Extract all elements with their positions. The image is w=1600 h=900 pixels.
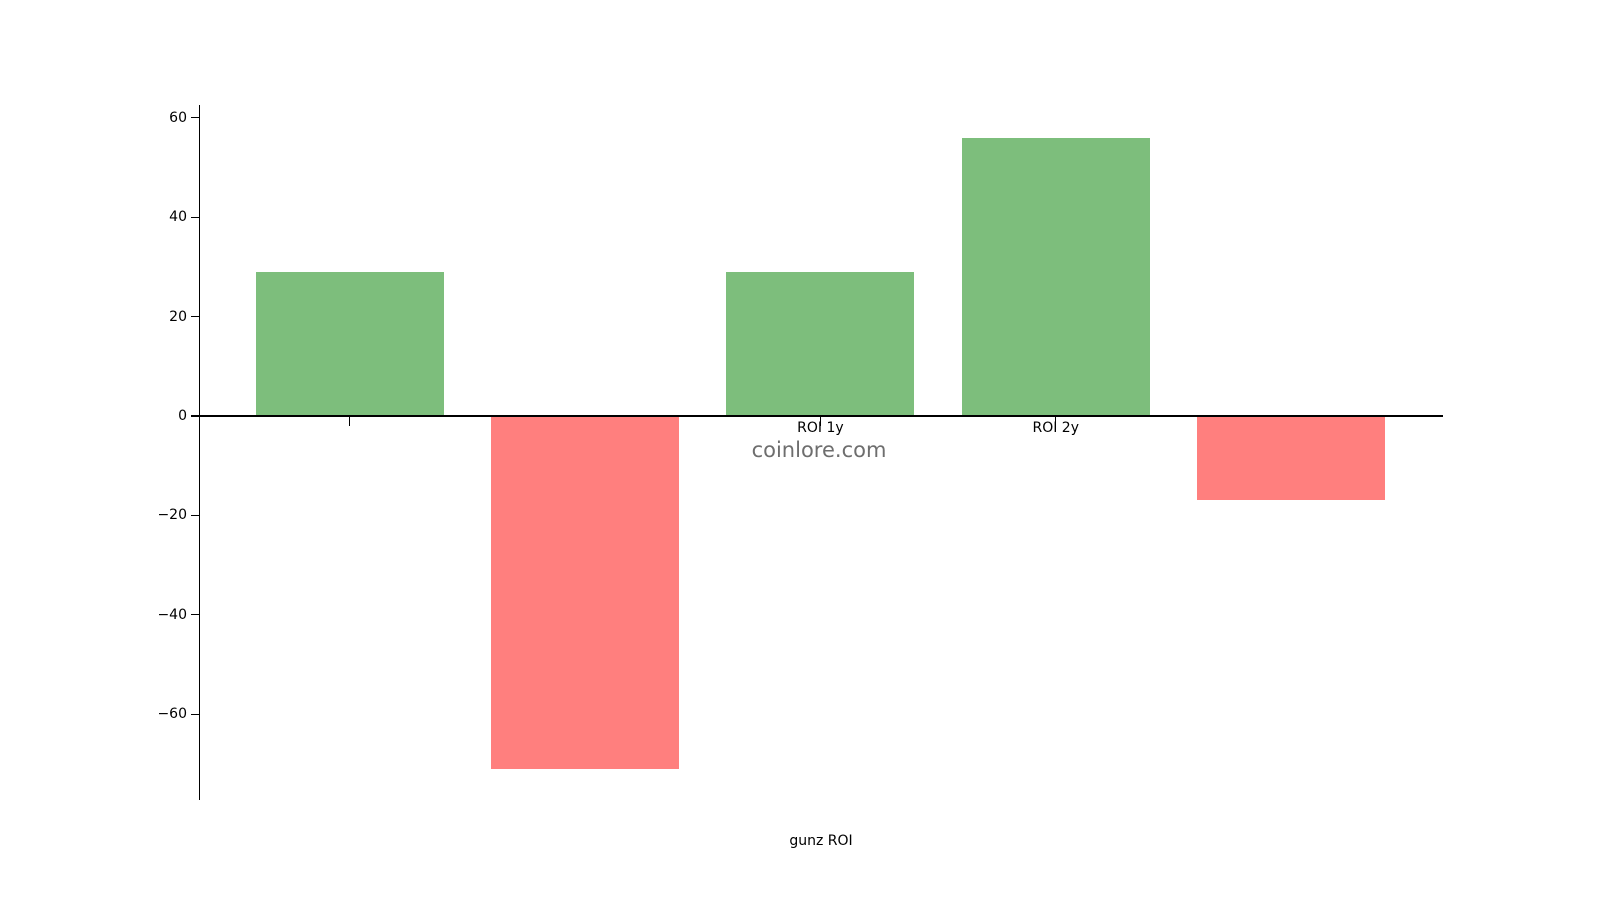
x-axis-tick-label: ROI 2y xyxy=(1032,420,1080,436)
y-axis-tick-label: −60 xyxy=(157,706,187,723)
y-axis-tick xyxy=(191,713,199,715)
bar xyxy=(255,271,444,416)
y-axis-tick xyxy=(191,216,199,218)
chart-x-axis-title: gunz ROI xyxy=(789,833,853,849)
x-axis-tick xyxy=(819,416,822,426)
y-axis-tick xyxy=(191,117,199,119)
watermark-text: coinlore.com xyxy=(751,438,887,462)
y-axis-tick-label: 60 xyxy=(169,109,187,126)
y-axis-tick-label: 40 xyxy=(169,209,187,226)
bar xyxy=(726,271,915,416)
x-axis-tick xyxy=(1055,416,1057,426)
x-axis-tick xyxy=(349,416,351,426)
bar xyxy=(1197,416,1386,501)
x-axis-tick-label: ROI 1y xyxy=(797,420,844,436)
y-axis-tick-label: −20 xyxy=(157,507,187,524)
y-axis-tick-label: 20 xyxy=(169,308,187,325)
y-axis-tick-label: −40 xyxy=(157,606,187,623)
zero-baseline xyxy=(199,415,1443,417)
y-axis-tick-label: 0 xyxy=(178,408,187,424)
bar xyxy=(491,416,680,769)
y-axis-tick xyxy=(191,614,199,616)
y-axis-tick xyxy=(191,415,199,417)
y-axis-tick xyxy=(191,514,199,517)
bar xyxy=(961,137,1150,416)
y-axis-tick xyxy=(191,315,199,318)
y-axis-spine xyxy=(198,105,200,800)
